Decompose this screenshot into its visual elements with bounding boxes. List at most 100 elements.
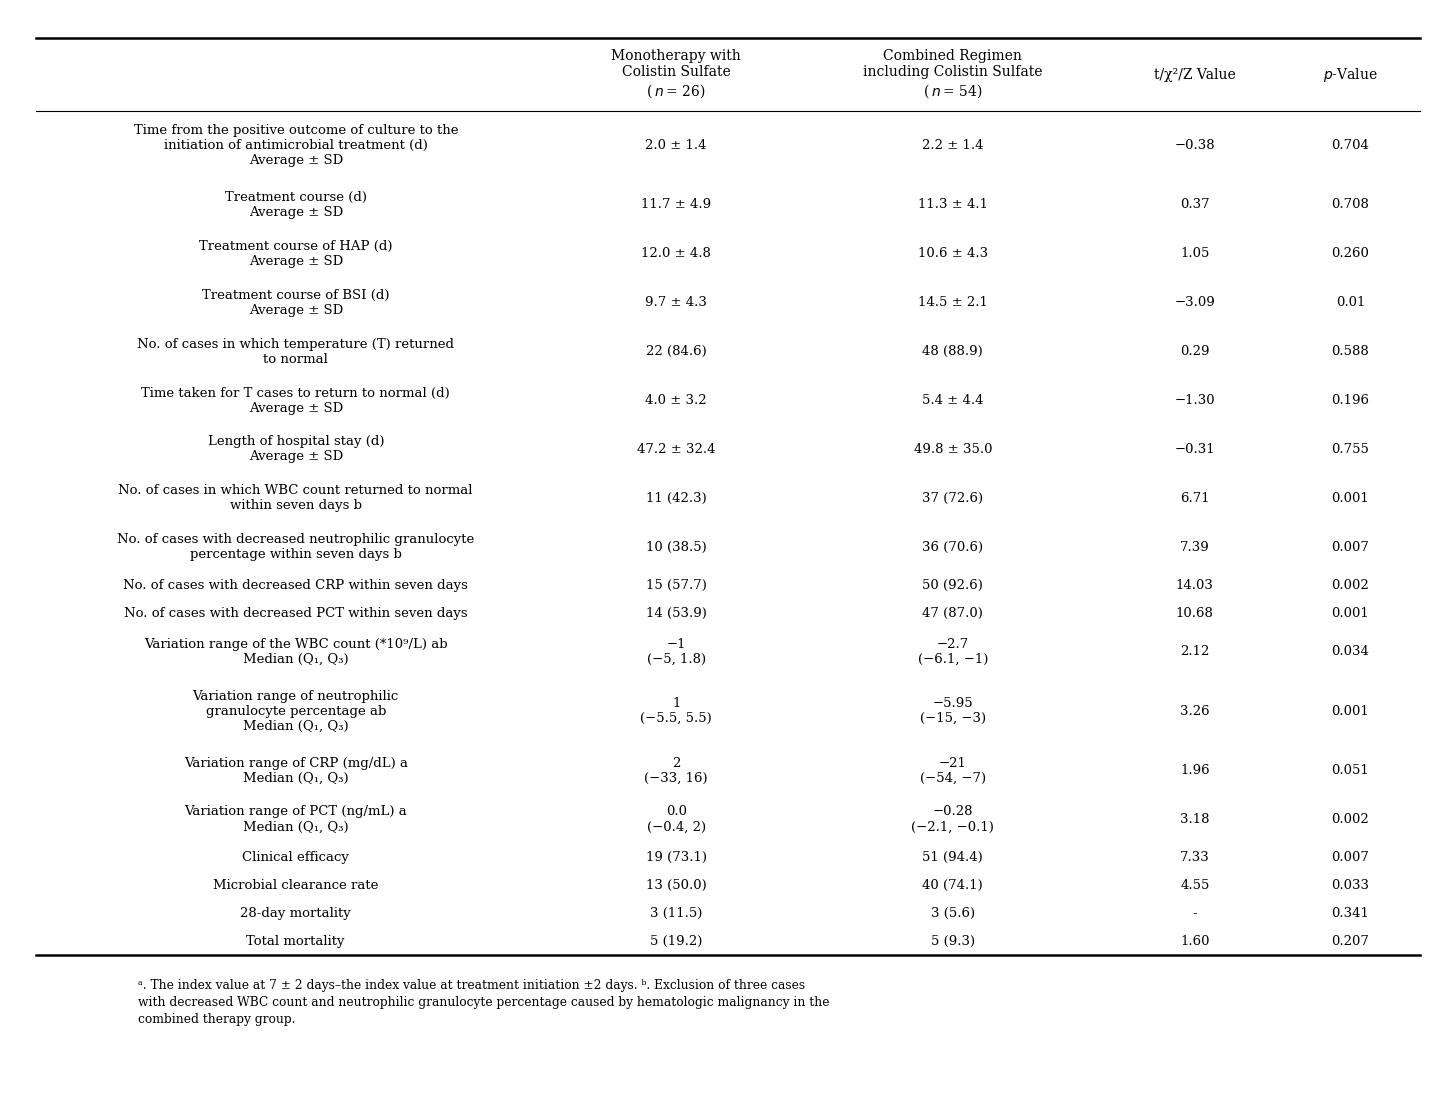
Text: 9.7 ± 4.3: 9.7 ± 4.3: [645, 296, 708, 310]
Text: 5.4 ± 4.4: 5.4 ± 4.4: [922, 394, 983, 407]
Text: 0.01: 0.01: [1335, 296, 1366, 310]
Text: −0.31: −0.31: [1175, 442, 1216, 456]
Text: 5 (9.3): 5 (9.3): [930, 934, 976, 948]
Text: 0.002: 0.002: [1332, 813, 1369, 826]
Text: Variation range of PCT (ng/mL) a
Median (Q₁, Q₃): Variation range of PCT (ng/mL) a Median …: [185, 806, 408, 833]
Text: No. of cases with decreased CRP within seven days: No. of cases with decreased CRP within s…: [124, 579, 469, 592]
Text: Variation range of neutrophilic
granulocyte percentage ab
Median (Q₁, Q₃): Variation range of neutrophilic granuloc…: [192, 690, 399, 732]
Text: 3 (11.5): 3 (11.5): [649, 907, 702, 920]
Text: −21
(−54, −7): −21 (−54, −7): [920, 757, 986, 785]
Text: 0.704: 0.704: [1331, 139, 1370, 153]
Text: Total mortality: Total mortality: [246, 934, 345, 948]
Text: 0.207: 0.207: [1331, 934, 1370, 948]
Text: No. of cases in which WBC count returned to normal
within seven days b: No. of cases in which WBC count returned…: [118, 484, 473, 513]
Text: 0.260: 0.260: [1331, 247, 1370, 260]
Text: 12.0 ± 4.8: 12.0 ± 4.8: [641, 247, 711, 260]
Text: 11 (42.3): 11 (42.3): [646, 492, 706, 505]
Text: 0.002: 0.002: [1332, 579, 1369, 592]
Text: 4.55: 4.55: [1181, 879, 1210, 893]
Text: 0.051: 0.051: [1332, 764, 1369, 777]
Text: Treatment course (d)
Average ± SD: Treatment course (d) Average ± SD: [224, 191, 367, 219]
Text: Time from the positive outcome of culture to the
initiation of antimicrobial tre: Time from the positive outcome of cultur…: [134, 124, 459, 167]
Text: 3 (5.6): 3 (5.6): [930, 907, 976, 920]
Text: 7.33: 7.33: [1179, 851, 1210, 864]
Text: $\mathit{p}$-Value: $\mathit{p}$-Value: [1324, 66, 1377, 83]
Text: 51 (94.4): 51 (94.4): [923, 851, 983, 864]
Text: 0.001: 0.001: [1332, 492, 1369, 505]
Text: 3.26: 3.26: [1179, 705, 1210, 718]
Text: Treatment course of BSI (d)
Average ± SD: Treatment course of BSI (d) Average ± SD: [202, 289, 390, 316]
Text: 0.033: 0.033: [1331, 879, 1370, 893]
Text: 47.2 ± 32.4: 47.2 ± 32.4: [636, 442, 715, 456]
Text: -: -: [1192, 907, 1197, 920]
Text: 50 (92.6): 50 (92.6): [922, 579, 983, 592]
Text: −0.28
(−2.1, −0.1): −0.28 (−2.1, −0.1): [911, 806, 994, 833]
Text: −2.7
(−6.1, −1): −2.7 (−6.1, −1): [917, 638, 989, 665]
Text: 0.708: 0.708: [1331, 199, 1370, 212]
Text: 0.196: 0.196: [1331, 394, 1370, 407]
Text: 0.0
(−0.4, 2): 0.0 (−0.4, 2): [646, 806, 706, 833]
Text: 28-day mortality: 28-day mortality: [240, 907, 351, 920]
Text: −1.30: −1.30: [1175, 394, 1216, 407]
Text: 0.007: 0.007: [1331, 851, 1370, 864]
Text: 0.007: 0.007: [1331, 540, 1370, 553]
Text: 5 (19.2): 5 (19.2): [649, 934, 702, 948]
Text: Clinical efficacy: Clinical efficacy: [242, 851, 349, 864]
Text: 14 (53.9): 14 (53.9): [645, 607, 706, 620]
Text: 2.2 ± 1.4: 2.2 ± 1.4: [922, 139, 983, 153]
Text: 0.588: 0.588: [1332, 345, 1369, 358]
Text: 1.05: 1.05: [1181, 247, 1210, 260]
Text: 10 (38.5): 10 (38.5): [646, 540, 706, 553]
Text: 19 (73.1): 19 (73.1): [645, 851, 706, 864]
Text: 2
(−33, 16): 2 (−33, 16): [645, 757, 708, 785]
Text: 0.034: 0.034: [1331, 646, 1370, 658]
Text: 14.5 ± 2.1: 14.5 ± 2.1: [917, 296, 987, 310]
Text: Treatment course of HAP (d)
Average ± SD: Treatment course of HAP (d) Average ± SD: [199, 239, 393, 268]
Text: −0.38: −0.38: [1175, 139, 1216, 153]
Text: Combined Regimen
including Colistin Sulfate
( $\mathit{n}$ = 54): Combined Regimen including Colistin Sulf…: [863, 49, 1042, 100]
Text: 0.341: 0.341: [1331, 907, 1370, 920]
Text: t/χ²/Z Value: t/χ²/Z Value: [1155, 67, 1236, 81]
Text: 14.03: 14.03: [1176, 579, 1214, 592]
Text: 2.0 ± 1.4: 2.0 ± 1.4: [645, 139, 706, 153]
Text: Length of hospital stay (d)
Average ± SD: Length of hospital stay (d) Average ± SD: [208, 436, 384, 463]
Text: −5.95
(−15, −3): −5.95 (−15, −3): [920, 697, 986, 725]
Text: 11.3 ± 4.1: 11.3 ± 4.1: [917, 199, 987, 212]
Text: No. of cases with decreased neutrophilic granulocyte
percentage within seven day: No. of cases with decreased neutrophilic…: [116, 534, 475, 561]
Text: 0.001: 0.001: [1332, 705, 1369, 718]
Text: 0.37: 0.37: [1179, 199, 1210, 212]
Text: Variation range of CRP (mg/dL) a
Median (Q₁, Q₃): Variation range of CRP (mg/dL) a Median …: [183, 757, 408, 785]
Text: 4.0 ± 3.2: 4.0 ± 3.2: [645, 394, 708, 407]
Text: Microbial clearance rate: Microbial clearance rate: [213, 879, 379, 893]
Text: ᵃ. The index value at 7 ± 2 days–the index value at treatment initiation ±2 days: ᵃ. The index value at 7 ± 2 days–the ind…: [138, 979, 830, 1027]
Text: 2.12: 2.12: [1181, 646, 1210, 658]
Text: 3.18: 3.18: [1179, 813, 1210, 826]
Text: 7.39: 7.39: [1179, 540, 1210, 553]
Text: No. of cases in which temperature (T) returned
to normal: No. of cases in which temperature (T) re…: [137, 337, 454, 366]
Text: Time taken for T cases to return to normal (d)
Average ± SD: Time taken for T cases to return to norm…: [141, 386, 450, 415]
Text: 6.71: 6.71: [1179, 492, 1210, 505]
Text: No. of cases with decreased PCT within seven days: No. of cases with decreased PCT within s…: [124, 607, 467, 620]
Text: −1
(−5, 1.8): −1 (−5, 1.8): [646, 638, 706, 665]
Text: 15 (57.7): 15 (57.7): [645, 579, 706, 592]
Text: 10.68: 10.68: [1176, 607, 1214, 620]
Text: 1
(−5.5, 5.5): 1 (−5.5, 5.5): [641, 697, 712, 725]
Text: 1.60: 1.60: [1179, 934, 1210, 948]
Text: 0.29: 0.29: [1179, 345, 1210, 358]
Text: 47 (87.0): 47 (87.0): [922, 607, 983, 620]
Text: 37 (72.6): 37 (72.6): [922, 492, 983, 505]
Text: 36 (70.6): 36 (70.6): [922, 540, 983, 553]
Text: 48 (88.9): 48 (88.9): [923, 345, 983, 358]
Text: 0.001: 0.001: [1332, 607, 1369, 620]
Text: −3.09: −3.09: [1175, 296, 1216, 310]
Text: Variation range of the WBC count (*10⁹/L) ab
Median (Q₁, Q₃): Variation range of the WBC count (*10⁹/L…: [144, 638, 447, 665]
Text: 1.96: 1.96: [1179, 764, 1210, 777]
Text: 10.6 ± 4.3: 10.6 ± 4.3: [917, 247, 987, 260]
Text: 13 (50.0): 13 (50.0): [646, 879, 706, 893]
Text: Monotherapy with
Colistin Sulfate
( $\mathit{n}$ = 26): Monotherapy with Colistin Sulfate ( $\ma…: [612, 49, 741, 100]
Text: 40 (74.1): 40 (74.1): [923, 879, 983, 893]
Text: 22 (84.6): 22 (84.6): [646, 345, 706, 358]
Text: 0.755: 0.755: [1331, 442, 1370, 456]
Text: 49.8 ± 35.0: 49.8 ± 35.0: [913, 442, 992, 456]
Text: 11.7 ± 4.9: 11.7 ± 4.9: [641, 199, 711, 212]
